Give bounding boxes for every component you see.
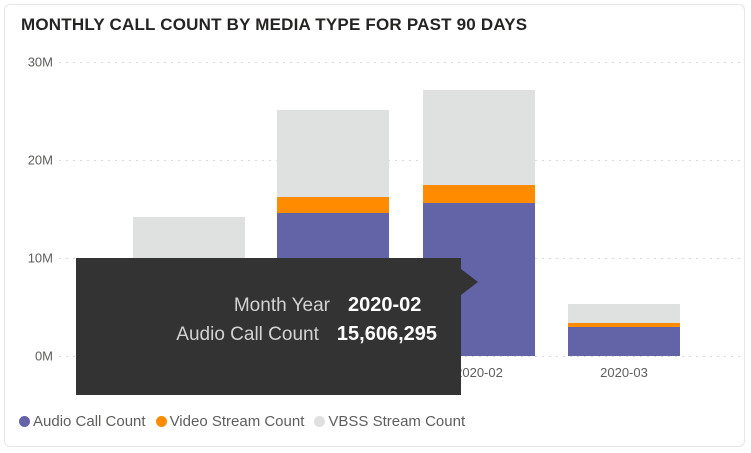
tooltip-row-value: 2020-02	[348, 294, 422, 316]
bar-segment[interactable]	[568, 304, 680, 323]
legend-item[interactable]: VBSS Stream Count	[314, 413, 465, 430]
x-axis-tick-label: 2020-02	[455, 365, 503, 380]
x-axis-tick-label: 2020-03	[600, 365, 648, 380]
bar-segment[interactable]	[277, 110, 389, 197]
circle-icon	[19, 416, 30, 427]
chart-tooltip: Month Year 2020-02 Audio Call Count 15,606,…	[76, 258, 461, 395]
tooltip-row-label: Month Year	[233, 295, 330, 316]
y-axis-tick-label: 20M	[27, 152, 53, 168]
legend-item[interactable]: Video Stream Count	[155, 413, 305, 430]
legend-item[interactable]: Audio Call Count	[19, 413, 146, 430]
circle-icon	[155, 416, 167, 427]
chart-card: MONTHLY CALL COUNT BY MEDIA TYPE FOR PAS…	[4, 4, 745, 447]
bar-segment[interactable]	[423, 185, 535, 203]
legend-item-label: Video Stream Count	[169, 413, 305, 430]
gridline	[59, 62, 742, 63]
legend-item-label: Audio Call Count	[33, 413, 146, 430]
y-axis-tick-label: 10M	[27, 250, 53, 266]
bar-segment[interactable]	[277, 197, 389, 213]
tooltip-pointer-icon	[461, 269, 478, 295]
tooltip-row-value: 15,606,295	[336, 323, 437, 345]
tooltip-row: Month Year 2020-02	[100, 294, 437, 317]
page-title: MONTHLY CALL COUNT BY MEDIA TYPE FOR PAS…	[21, 15, 528, 34]
circle-icon	[314, 416, 326, 427]
gridline	[59, 160, 742, 161]
bar-segment[interactable]	[423, 90, 535, 185]
bar-segment[interactable]	[568, 327, 680, 356]
chart-legend: Audio Call Count Video Stream Count VBSS S…	[19, 413, 475, 430]
bar-2020-03[interactable]	[568, 5, 680, 365]
tooltip-row-label: Audio Call Count	[176, 324, 319, 345]
y-axis-tick-label: 0M	[34, 348, 53, 364]
tooltip-row: Audio Call Count 15,606,295	[100, 323, 437, 346]
bar-2020-02[interactable]	[423, 5, 535, 365]
bar-segment[interactable]	[568, 323, 680, 327]
y-axis-tick-label: 30M	[27, 54, 53, 70]
legend-item-label: VBSS Stream Count	[328, 413, 466, 430]
